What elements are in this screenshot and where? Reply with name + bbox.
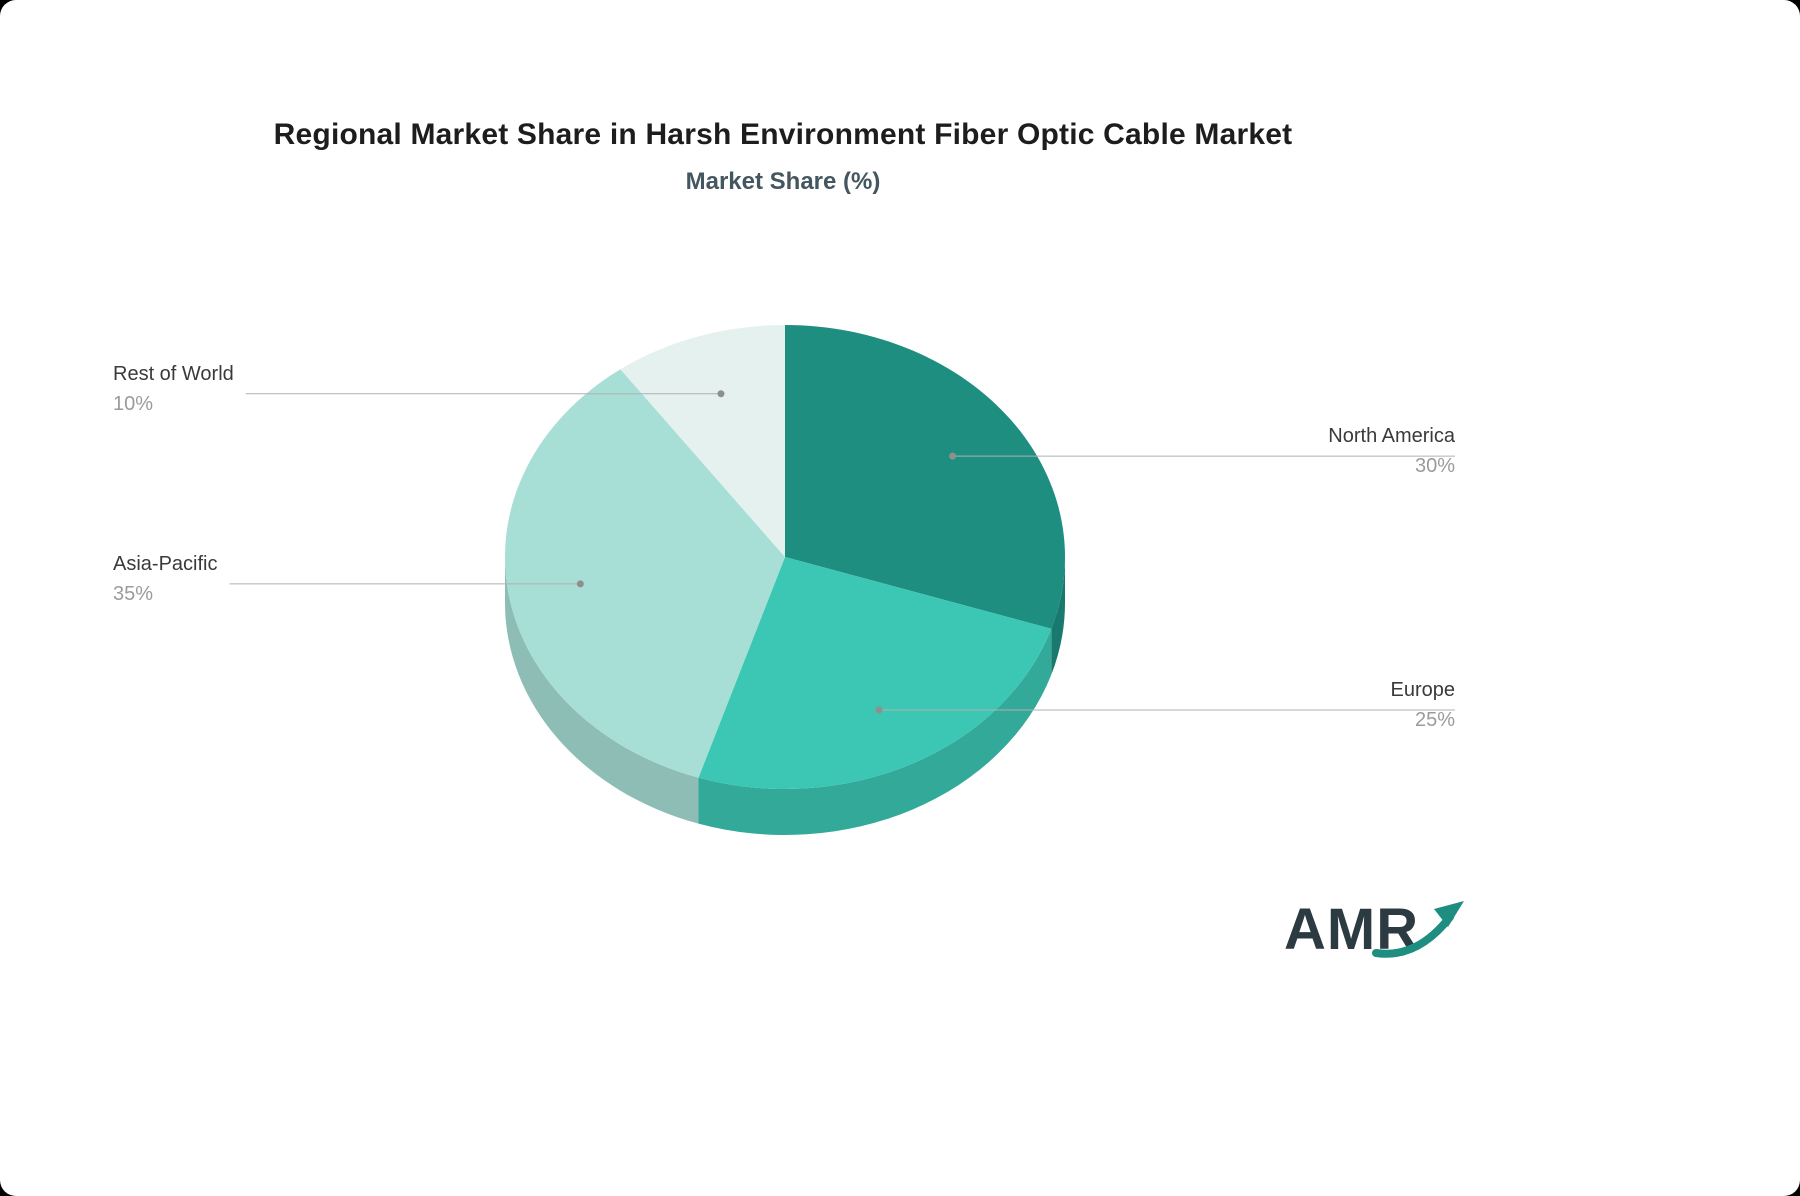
page-title: Regional Market Share in Harsh Environme… — [273, 118, 1293, 151]
pie-slice-side-north-america — [1051, 557, 1065, 675]
leader-dot-rest-of-world — [717, 390, 725, 398]
chart-subtitle: Market Share (%) — [685, 168, 881, 195]
amr-logo-arrow-icon — [1372, 901, 1464, 958]
pie-slice-europe — [698, 557, 1052, 790]
leader-dot-europe — [875, 706, 883, 714]
pie-slice-side-asia-pacific — [505, 557, 699, 824]
pie-slice-asia-pacific — [504, 369, 785, 778]
leader-dot-asia-pacific — [576, 580, 584, 588]
amr-logo: AMR — [1284, 893, 1464, 977]
leader-dot-north-america — [949, 452, 957, 460]
pie-slice-side-europe — [698, 628, 1052, 835]
pie-slice-rest-of-world — [620, 325, 785, 557]
pie-slice-north-america — [785, 325, 1065, 629]
